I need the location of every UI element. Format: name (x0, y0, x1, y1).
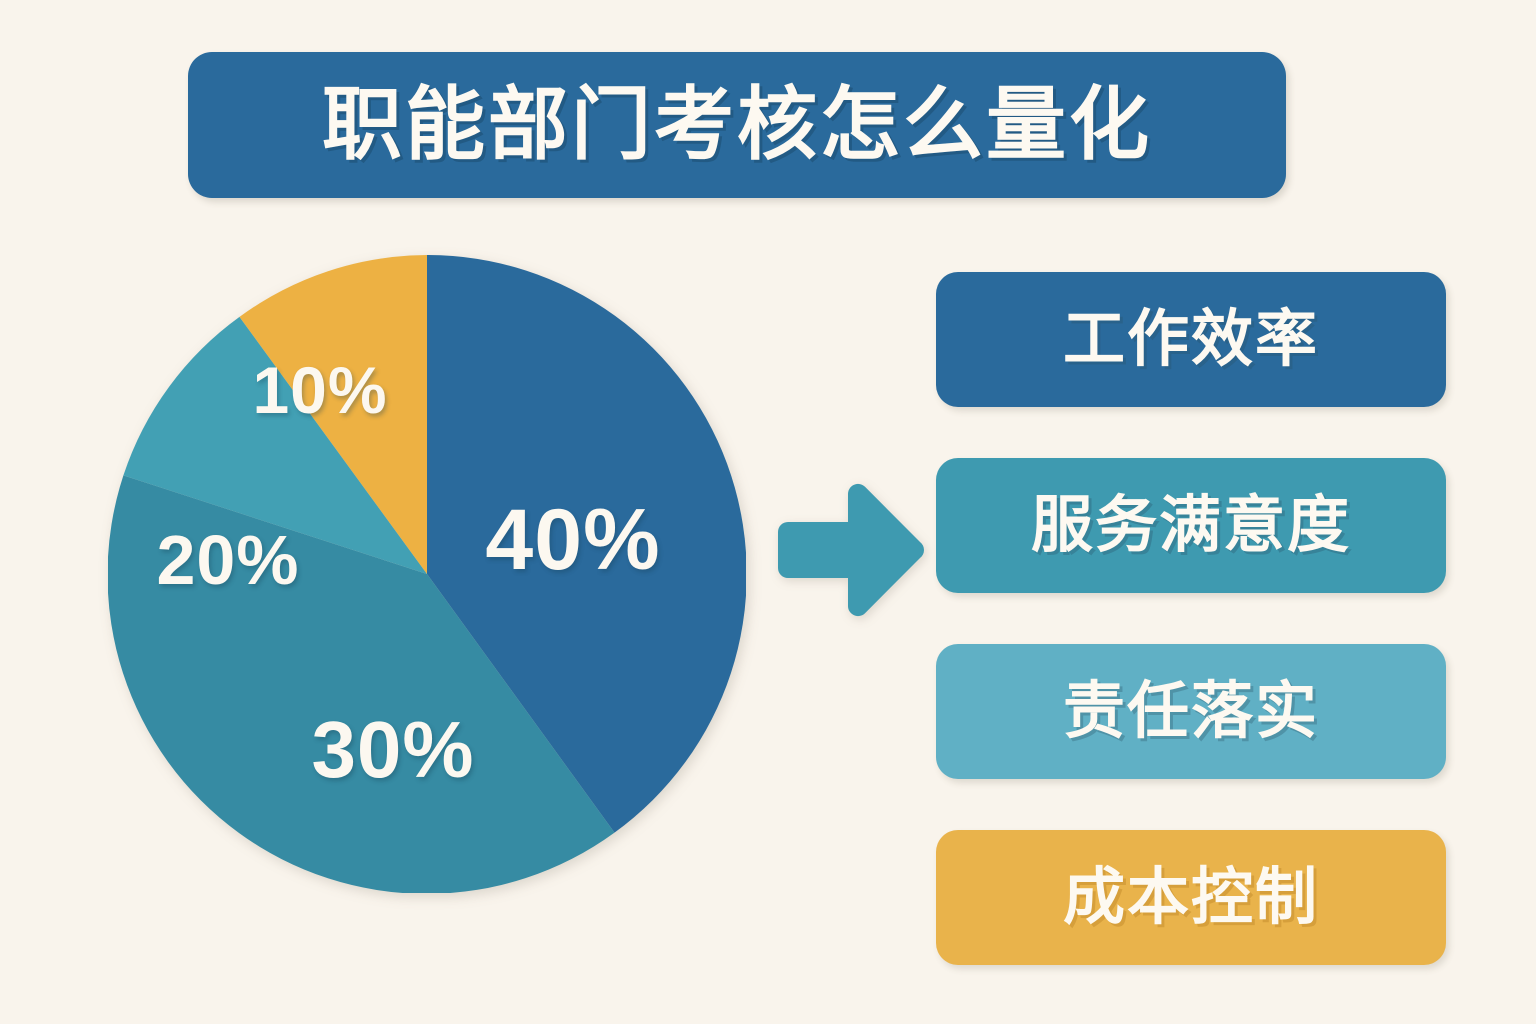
title-banner: 职能部门考核怎么量化 (188, 52, 1286, 198)
category-label-0: 工作效率 (1062, 304, 1319, 374)
category-box-service-satisfaction[interactable]: 服务满意度 (936, 458, 1446, 593)
category-label-2: 责任落实 (1062, 676, 1319, 746)
category-box-responsibility[interactable]: 责任落实 (936, 644, 1446, 779)
pie-chart-svg (108, 255, 746, 893)
category-label-1: 服务满意度 (1030, 490, 1351, 560)
category-box-cost-control[interactable]: 成本控制 (936, 830, 1446, 965)
pie-slice-40[interactable] (427, 255, 746, 833)
pie-chart: 40% 30% 20% 10% (108, 255, 746, 893)
page-title: 职能部门考核怎么量化 (322, 80, 1152, 169)
category-box-work-efficiency[interactable]: 工作效率 (936, 272, 1446, 407)
pie-label-30: 30% (311, 705, 475, 794)
pie-label-40: 40% (485, 492, 661, 588)
pie-slice-30[interactable] (108, 475, 615, 893)
category-label-3: 成本控制 (1062, 862, 1319, 932)
category-list: 工作效率 服务满意度 责任落实 成本控制 (936, 272, 1446, 972)
pie-slice-20[interactable] (123, 316, 428, 574)
pie-label-10: 10% (252, 353, 388, 427)
pie-slice-10[interactable] (239, 255, 428, 574)
arrow-right-icon (770, 480, 928, 620)
pie-label-20: 20% (156, 521, 300, 599)
arrow-right-shape (778, 483, 924, 617)
